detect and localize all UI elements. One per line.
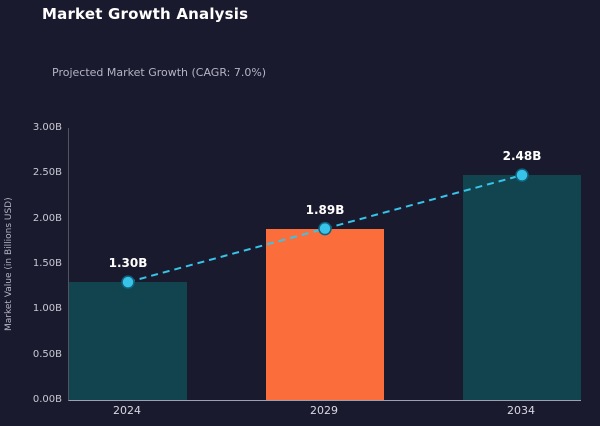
value-label-2034: 2.48B <box>502 149 542 164</box>
bar-2029 <box>266 228 384 400</box>
x-tick-label-2034: 2034 <box>507 404 535 417</box>
y-axis-title: Market Value (in Billions USD) <box>4 197 14 331</box>
y-tick-label: 0.00B <box>32 394 62 405</box>
y-tick-label: 2.00B <box>32 212 62 224</box>
x-tick-label-2029: 2029 <box>310 404 338 417</box>
chart-subtitle: Projected Market Growth (CAGR: 7.0%) <box>52 66 267 79</box>
chart-title: Market Growth Analysis <box>42 5 249 23</box>
y-tick-label: 3.00B <box>32 122 62 133</box>
bar-2034 <box>463 175 581 400</box>
x-tick-label-2024: 2024 <box>113 404 141 417</box>
x-axis-labels: 2024 2029 2034 <box>68 404 580 420</box>
y-tick-label: 1.50B <box>32 258 62 269</box>
y-tick-label: 2.50B <box>32 167 62 179</box>
bar-2024 <box>69 282 187 400</box>
y-axis-ticks: 0.00B 0.50B 1.00B 1.50B 2.00B 2.50B 3.00B <box>14 123 62 405</box>
plot-area: 1.30B 1.89B 2.48B <box>68 128 581 401</box>
value-label-2024: 1.30B <box>108 256 148 271</box>
y-tick-label: 1.00B <box>32 303 62 315</box>
value-label-2029: 1.89B <box>305 202 345 217</box>
y-tick-label: 0.50B <box>32 348 62 360</box>
